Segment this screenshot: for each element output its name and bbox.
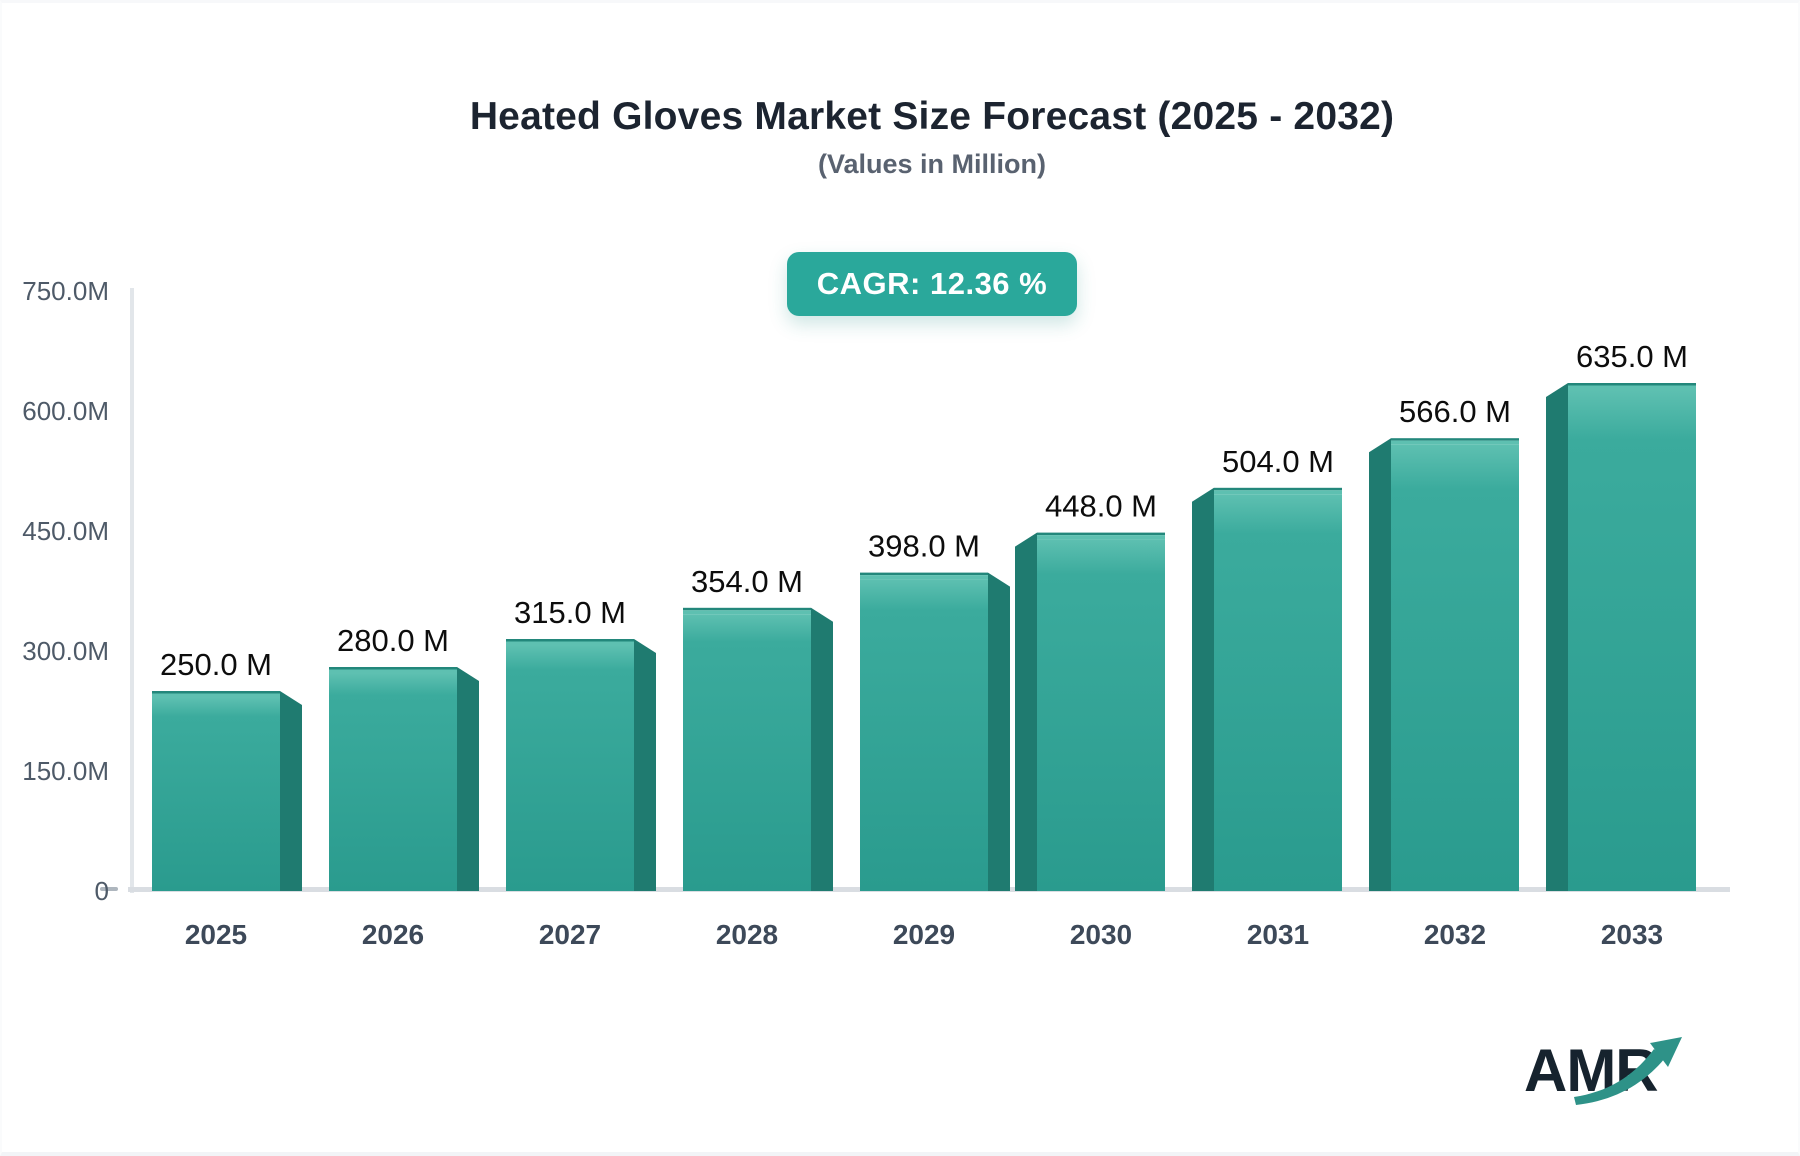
x-axis-line — [128, 887, 1730, 892]
bar-side-face — [1192, 487, 1214, 891]
bar-top-cap — [329, 667, 457, 670]
bar-side-face — [1369, 438, 1391, 891]
bar-top-cap — [860, 572, 988, 576]
amr-logo: AMR — [1524, 1029, 1714, 1115]
bar-value-label: 635.0 M — [1576, 339, 1688, 374]
x-axis-label: 2028 — [716, 919, 778, 950]
bar-value-label: 566.0 M — [1399, 394, 1511, 429]
bar-top-cap — [683, 607, 811, 611]
chart-subtitle: (Values in Million) — [817, 149, 1047, 179]
x-axis-label: 2031 — [1247, 919, 1309, 950]
chart-title: Heated Gloves Market Size Forecast (2025… — [469, 95, 1395, 138]
bar-top-highlight — [1037, 535, 1165, 540]
x-axis-label: 2030 — [1070, 919, 1132, 950]
x-axis-label: 2029 — [893, 919, 955, 950]
zero-tick-dash — [100, 887, 118, 891]
x-axis-label: 2027 — [539, 919, 601, 950]
bar-value-label: 280.0 M — [337, 623, 449, 658]
bar-side-face — [634, 639, 656, 891]
amr-logo-graphic: AMR — [1524, 1037, 1682, 1105]
y-axis-tick-label: 0 — [95, 876, 109, 906]
y-axis-tick-label: 300.0M — [22, 636, 109, 666]
bar-side-face — [988, 572, 1010, 891]
bar-face — [506, 645, 634, 891]
y-axis-tick-label: 750.0M — [22, 276, 109, 306]
bar-top-highlight — [683, 610, 811, 615]
chart-labels: 0 150.0M 300.0M 450.0M 600.0M 750.0M 250.0 M 20… — [22, 276, 1688, 950]
x-axis-label: 2032 — [1424, 919, 1486, 950]
bar-top-cap — [1391, 438, 1519, 441]
bar-face — [683, 614, 811, 891]
bar-value-label: 250.0 M — [160, 647, 272, 682]
bar-top-highlight — [1568, 385, 1696, 390]
bar-face — [1391, 444, 1519, 891]
bar-face — [860, 579, 988, 891]
bar-side-face — [280, 691, 302, 891]
bar-value-label: 448.0 M — [1045, 489, 1157, 524]
cagr-badge: CAGR: 12.36 % — [786, 252, 1078, 316]
logo-arrow-swoosh-icon — [1574, 1049, 1665, 1105]
bar-face — [1568, 389, 1696, 891]
x-axis-label: 2026 — [362, 919, 424, 950]
bar-top-cap — [152, 691, 280, 694]
logo-arrow-head-icon — [1650, 1037, 1682, 1067]
bar-value-label: 354.0 M — [691, 564, 803, 599]
bar-value-label: 504.0 M — [1222, 444, 1334, 479]
bar-face — [1214, 494, 1342, 891]
axes — [100, 288, 1730, 893]
bar-top-highlight — [860, 575, 988, 580]
bar-top-highlight — [152, 693, 280, 698]
cagr-badge-row: CAGR: 12.36 % — [132, 252, 1732, 316]
y-axis-tick-label: 600.0M — [22, 396, 109, 426]
bar-top-cap — [1214, 487, 1342, 491]
bar-value-label: 398.0 M — [868, 529, 980, 564]
x-axis-label: 2033 — [1601, 919, 1663, 950]
bar-top-highlight — [329, 669, 457, 674]
bar-top-cap — [1037, 532, 1165, 536]
y-axis-line — [130, 288, 134, 893]
bar-top-cap — [506, 639, 634, 642]
bar-face — [152, 697, 280, 891]
bar-value-label: 315.0 M — [514, 595, 626, 630]
bar-side-face — [457, 667, 479, 891]
bar-top-highlight — [1214, 490, 1342, 495]
y-axis-tick-label: 450.0M — [22, 516, 109, 546]
bar-top-highlight — [1391, 440, 1519, 445]
x-axis-label: 2025 — [185, 919, 247, 950]
bar-series — [152, 383, 1696, 891]
bar-top-highlight — [506, 641, 634, 646]
bar-side-face — [1015, 532, 1037, 891]
bar-face — [329, 673, 457, 891]
y-axis-tick-label: 150.0M — [22, 756, 109, 786]
bar-face — [1037, 539, 1165, 891]
bar-side-face — [1546, 383, 1568, 891]
bar-top-cap — [1568, 383, 1696, 386]
bar-side-face — [811, 607, 833, 891]
